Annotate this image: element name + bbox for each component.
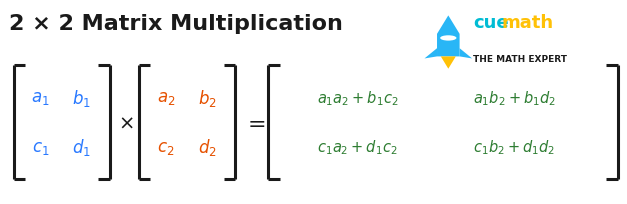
Text: $a_1$: $a_1$ bbox=[31, 89, 50, 107]
Text: math: math bbox=[502, 14, 554, 32]
Text: $c_2$: $c_2$ bbox=[157, 138, 175, 156]
Text: cue: cue bbox=[473, 14, 509, 32]
Polygon shape bbox=[441, 57, 456, 69]
Text: 2 × 2 Matrix Multiplication: 2 × 2 Matrix Multiplication bbox=[9, 14, 343, 34]
Circle shape bbox=[440, 36, 456, 41]
Text: $b_2$: $b_2$ bbox=[198, 88, 216, 108]
Text: $=$: $=$ bbox=[243, 112, 265, 132]
Text: $a_1b_2 + b_1d_2$: $a_1b_2 + b_1d_2$ bbox=[473, 89, 556, 107]
Polygon shape bbox=[424, 49, 437, 59]
Text: $a_1a_2 + b_1c_2$: $a_1a_2 + b_1c_2$ bbox=[317, 89, 398, 107]
Polygon shape bbox=[460, 49, 472, 59]
Text: $b_1$: $b_1$ bbox=[72, 88, 91, 108]
Text: $\times$: $\times$ bbox=[118, 113, 133, 132]
Text: $a_2$: $a_2$ bbox=[157, 89, 176, 107]
Text: $c_1a_2 + d_1c_2$: $c_1a_2 + d_1c_2$ bbox=[317, 137, 398, 156]
Text: $d_1$: $d_1$ bbox=[72, 136, 91, 157]
Polygon shape bbox=[437, 16, 460, 57]
Text: $d_2$: $d_2$ bbox=[198, 136, 216, 157]
Text: $c_1b_2 + d_1d_2$: $c_1b_2 + d_1d_2$ bbox=[473, 137, 555, 156]
Text: THE MATH EXPERT: THE MATH EXPERT bbox=[473, 55, 567, 64]
Text: $c_1$: $c_1$ bbox=[32, 138, 50, 156]
